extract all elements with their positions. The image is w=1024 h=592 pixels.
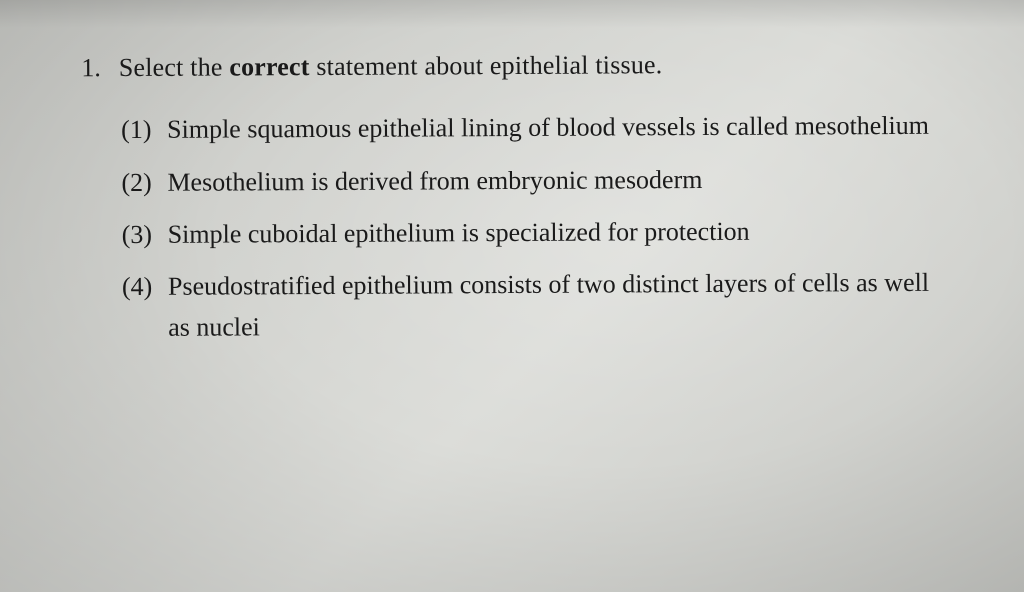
option-number: (2) [121,162,167,203]
question-stem-row: 1. Select the correct statement about ep… [49,46,953,87]
option-text: Simple cuboidal epithelium is specialize… [168,211,954,255]
stem-tail: statement about epithelial tissue. [310,50,663,81]
option-text: Mesothelium is derived from embryonic me… [167,158,953,202]
option-4: (4) Pseudostratified epithelium consists… [122,263,954,348]
question-number: 1. [49,53,119,83]
option-2: (2) Mesothelium is derived from embryoni… [121,158,953,203]
option-number: (1) [121,110,167,151]
stem-lead: Select the [119,52,230,82]
option-text: Simple squamous epithelial lining of blo… [167,106,953,150]
options-list: (1) Simple squamous epithelial lining of… [121,106,954,348]
page-container: 1. Select the correct statement about ep… [0,0,1024,592]
option-text: Pseudostratified epithelium consists of … [168,263,954,348]
option-1: (1) Simple squamous epithelial lining of… [121,106,953,151]
option-number: (3) [122,215,168,256]
stem-bold: correct [229,52,309,81]
option-number: (4) [122,267,168,308]
question-stem: Select the correct statement about epith… [119,47,663,86]
option-3: (3) Simple cuboidal epithelium is specia… [122,211,954,256]
